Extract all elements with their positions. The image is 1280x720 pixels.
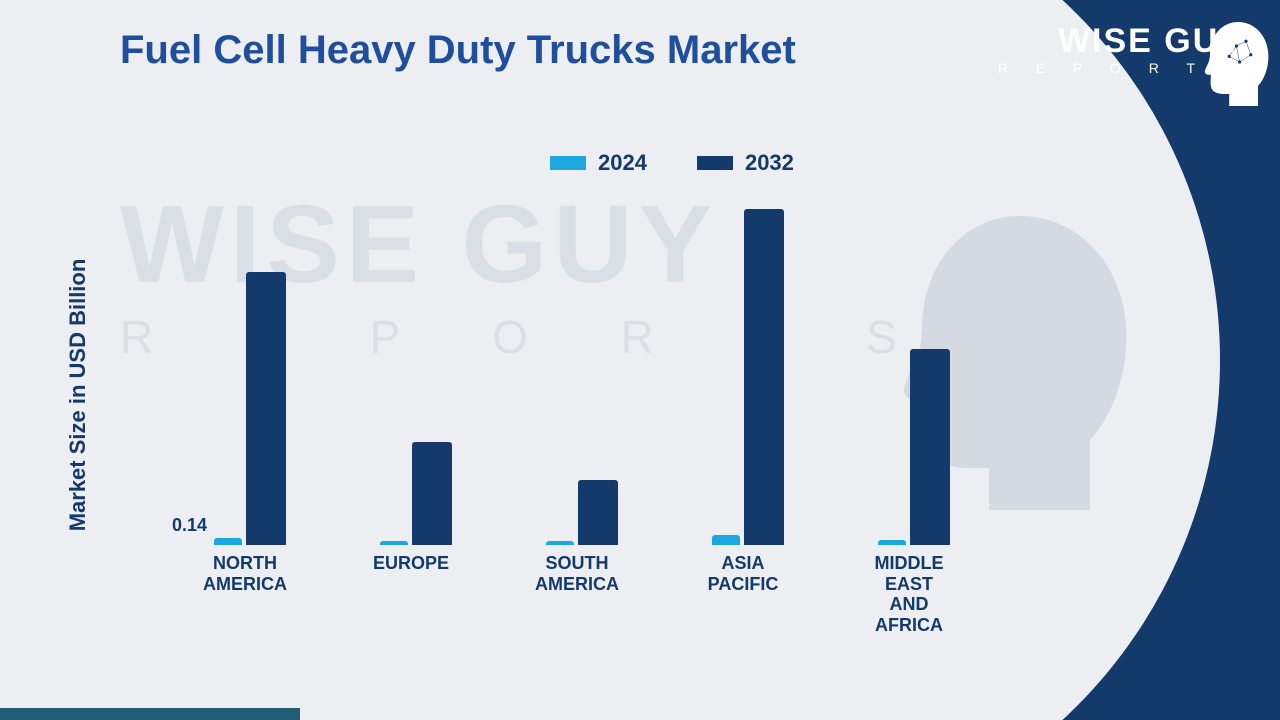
chart-stage: WISE GUY R E P O R T S Fuel Cell Heavy D… bbox=[0, 0, 1280, 720]
legend: 2024 2032 bbox=[550, 150, 794, 176]
bar-2024 bbox=[214, 538, 242, 545]
legend-item-2024: 2024 bbox=[550, 150, 647, 176]
legend-item-2032: 2032 bbox=[697, 150, 794, 176]
bar-2032 bbox=[246, 272, 286, 545]
bottom-accent-bar bbox=[0, 708, 300, 720]
brand-logo-line2: R E P O R T S bbox=[998, 60, 1244, 76]
bar-chart: Market Size in USD Billion NORTH AMERICA… bbox=[100, 195, 970, 595]
bar-2032 bbox=[910, 349, 950, 545]
value-annotation: 0.14 bbox=[172, 515, 207, 536]
bar-2024 bbox=[546, 541, 574, 545]
bar-2032 bbox=[578, 480, 618, 545]
bar-2024 bbox=[878, 540, 906, 545]
brand-logo-line1: WISE GUY bbox=[998, 24, 1244, 58]
category-label: SOUTH AMERICA bbox=[535, 553, 619, 594]
legend-label-2024: 2024 bbox=[598, 150, 647, 176]
bar-2032 bbox=[744, 209, 784, 545]
legend-swatch-2032 bbox=[697, 156, 733, 170]
plot-area: NORTH AMERICA0.14EUROPESOUTH AMERICAASIA… bbox=[180, 195, 970, 545]
bar-2024 bbox=[712, 535, 740, 546]
chart-title: Fuel Cell Heavy Duty Trucks Market bbox=[120, 28, 796, 73]
brand-logo: WISE GUY R E P O R T S bbox=[998, 24, 1244, 76]
y-axis-label: Market Size in USD Billion bbox=[65, 259, 91, 532]
legend-label-2032: 2032 bbox=[745, 150, 794, 176]
category-label: EUROPE bbox=[373, 553, 449, 574]
category-label: ASIA PACIFIC bbox=[708, 553, 779, 594]
bar-2024 bbox=[380, 541, 408, 545]
category-label: NORTH AMERICA bbox=[203, 553, 287, 594]
legend-swatch-2024 bbox=[550, 156, 586, 170]
category-label: MIDDLE EAST AND AFRICA bbox=[875, 553, 944, 636]
bar-2032 bbox=[412, 442, 452, 545]
